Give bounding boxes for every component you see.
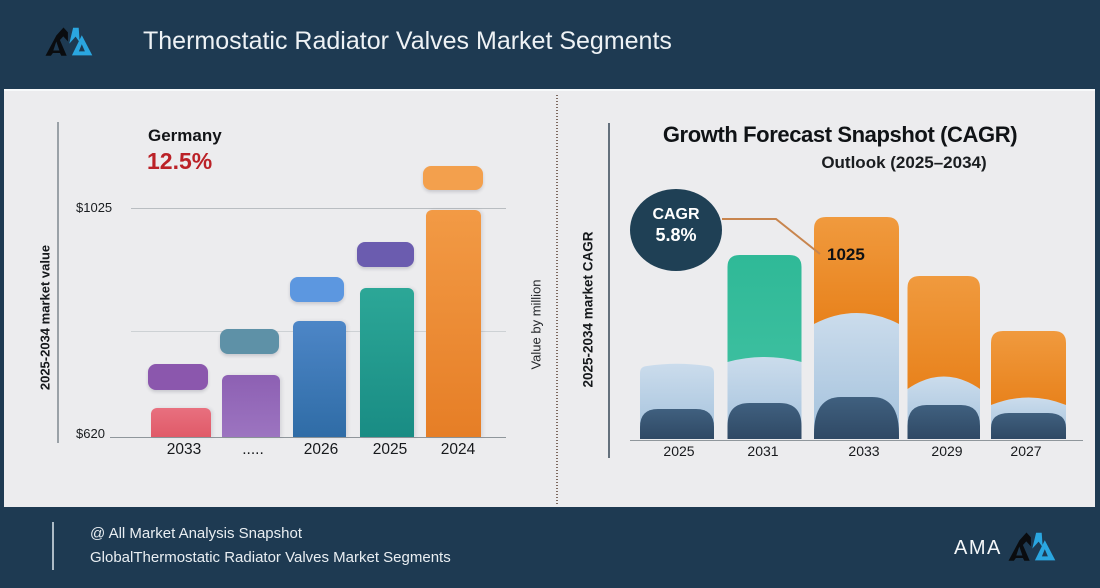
svg-text:5.8%: 5.8% (655, 225, 696, 245)
svg-text:CAGR: CAGR (652, 206, 700, 223)
